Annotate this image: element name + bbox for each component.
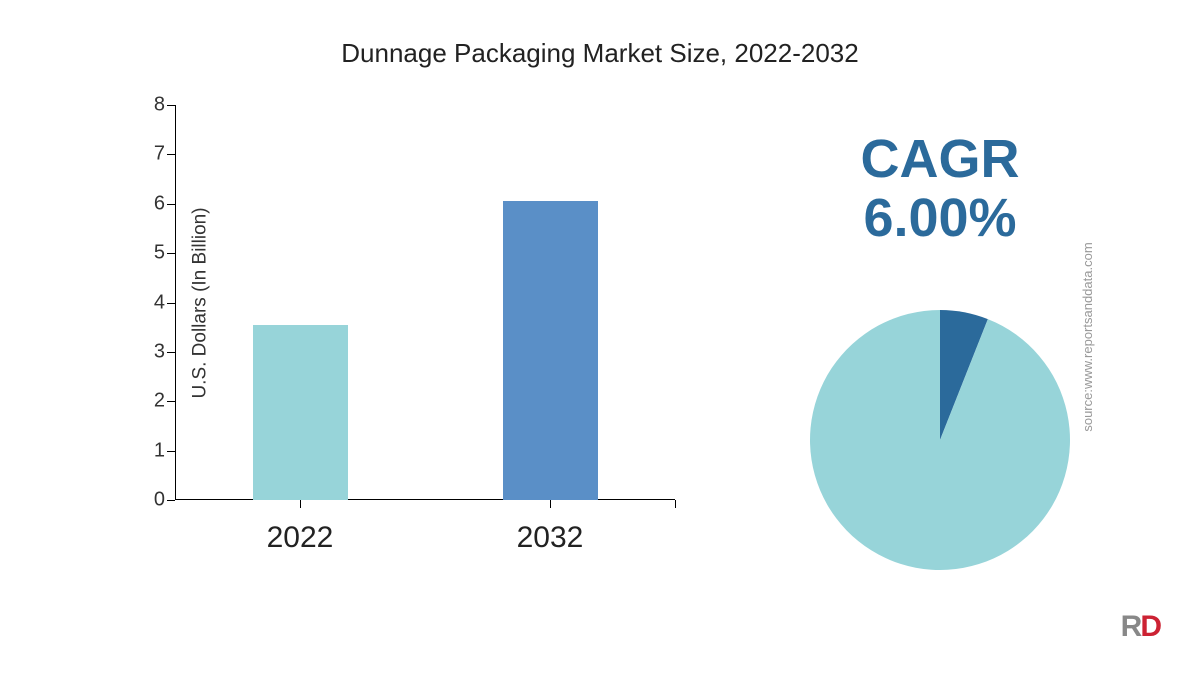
bar-2032 [503, 201, 598, 500]
cagr-callout: CAGR 6.00% [775, 130, 1105, 249]
y-axis-title: U.S. Dollars (In Billion) [190, 207, 212, 398]
x-tick [550, 500, 551, 508]
y-tick [167, 451, 175, 452]
cagr-label: CAGR [775, 130, 1105, 189]
logo-d: D [1140, 610, 1160, 643]
pie-slice-1 [810, 310, 1070, 570]
y-tick-label: 8 [135, 94, 165, 117]
y-tick [167, 303, 175, 304]
cagr-value: 6.00% [775, 189, 1105, 248]
y-tick [167, 352, 175, 353]
bar-2022 [253, 325, 348, 500]
y-tick-label: 6 [135, 192, 165, 215]
bar-label: 2022 [267, 521, 334, 555]
logo-r: R [1121, 610, 1141, 643]
y-axis [175, 105, 176, 500]
y-tick [167, 500, 175, 501]
y-tick-label: 4 [135, 291, 165, 314]
y-tick [167, 204, 175, 205]
y-tick [167, 105, 175, 106]
y-tick-label: 1 [135, 439, 165, 462]
y-tick [167, 253, 175, 254]
x-axis [175, 499, 675, 500]
y-tick-label: 2 [135, 390, 165, 413]
source-attribution: source:www.reportsanddata.com [1080, 242, 1095, 431]
bar-chart: U.S. Dollars (In Billion) 01234567820222… [175, 105, 675, 500]
y-tick-label: 7 [135, 143, 165, 166]
bar-label: 2032 [517, 521, 584, 555]
y-tick-label: 5 [135, 242, 165, 265]
x-tick [675, 500, 676, 508]
y-tick [167, 154, 175, 155]
x-tick [300, 500, 301, 508]
y-tick-label: 3 [135, 340, 165, 363]
y-tick-label: 0 [135, 489, 165, 512]
chart-title: Dunnage Packaging Market Size, 2022-2032 [0, 38, 1200, 69]
brand-logo: RD [1121, 610, 1160, 644]
y-tick [167, 401, 175, 402]
pie-chart [810, 310, 1070, 570]
